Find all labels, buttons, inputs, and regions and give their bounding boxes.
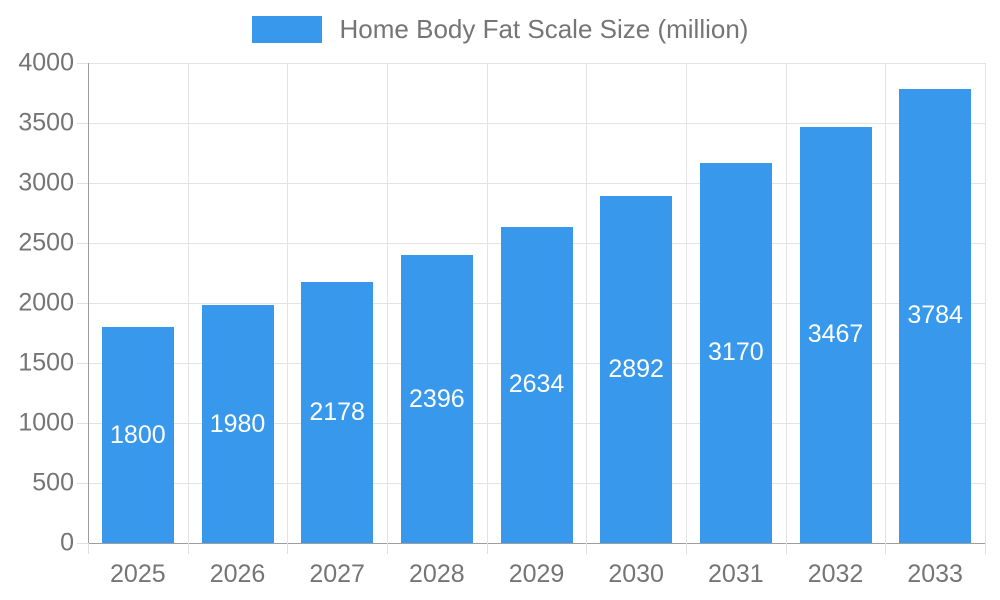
x-gridline	[586, 63, 588, 543]
x-gridline	[686, 63, 687, 543]
bar-2031[interactable]: 3170	[699, 162, 772, 543]
y-tick	[77, 63, 88, 64]
bar-2030[interactable]: 2892	[600, 195, 673, 543]
x-gridline	[885, 63, 887, 543]
y-tick	[77, 243, 88, 244]
y-axis-label: 1500	[18, 348, 74, 377]
bar-value-label: 3467	[807, 320, 864, 349]
x-gridline	[486, 63, 488, 543]
bar-value-label: 3784	[907, 301, 963, 330]
bar-2029[interactable]: 2634	[500, 226, 573, 543]
bar-value-label: 2634	[508, 370, 565, 399]
x-gridline	[387, 63, 388, 543]
x-tick	[88, 543, 89, 554]
y-axis-label: 2500	[18, 228, 74, 257]
x-tick	[486, 543, 488, 554]
y-axis-label: 4000	[18, 48, 74, 77]
y-tick	[77, 363, 88, 364]
bar-value-label: 1980	[209, 409, 266, 438]
y-tick	[77, 123, 88, 124]
y-axis-label: 500	[32, 468, 74, 497]
y-axis-label: 3000	[18, 168, 74, 197]
y-gridline	[88, 123, 985, 124]
legend-swatch	[251, 16, 322, 43]
x-tick	[187, 543, 189, 554]
x-tick	[287, 543, 289, 554]
y-tick	[77, 303, 88, 304]
x-axis-label: 2028	[409, 560, 465, 588]
chart-legend[interactable]: Home Body Fat Scale Size (million)	[0, 14, 1000, 45]
x-tick	[586, 543, 588, 554]
y-tick	[77, 543, 88, 544]
x-gridline	[985, 63, 986, 543]
bar-2027[interactable]: 2178	[301, 281, 374, 543]
y-gridline	[88, 63, 985, 64]
bar-value-label: 1800	[110, 420, 166, 449]
bar-2025[interactable]: 1800	[101, 327, 174, 543]
bar-2028[interactable]: 2396	[400, 255, 473, 543]
legend-label: Home Body Fat Scale Size (million)	[339, 14, 749, 44]
y-gridline	[88, 183, 985, 184]
bar-2026[interactable]: 1980	[201, 305, 274, 543]
x-axis-label: 2025	[110, 560, 166, 588]
y-axis-label: 2000	[18, 288, 74, 317]
x-tick	[785, 543, 787, 554]
x-tick	[885, 543, 887, 554]
x-gridline	[187, 63, 189, 543]
x-axis-label: 2030	[608, 560, 664, 588]
bar-value-label: 2892	[608, 354, 664, 383]
y-axis-label: 0	[60, 528, 74, 557]
x-axis-label: 2026	[209, 560, 266, 588]
y-tick	[77, 183, 88, 184]
y-axis-line	[88, 63, 89, 543]
x-axis-label: 2032	[807, 560, 864, 588]
y-tick	[77, 423, 88, 424]
x-axis-line	[88, 543, 985, 544]
y-axis-label: 3500	[18, 108, 74, 137]
bar-value-label: 3170	[708, 338, 764, 367]
x-tick	[686, 543, 687, 554]
x-axis-label: 2027	[309, 560, 365, 588]
bar-value-label: 2396	[409, 384, 465, 413]
x-tick	[985, 543, 986, 554]
bar-2033[interactable]: 3784	[899, 88, 972, 543]
x-axis-label: 2029	[508, 560, 565, 588]
x-tick	[387, 543, 388, 554]
plot-area: 1800 1980 2178 2396 2634 2892 3170 3467 3784	[88, 63, 986, 543]
x-axis-label: 2031	[708, 560, 764, 588]
bar-2032[interactable]: 3467	[799, 126, 872, 543]
x-axis-label: 2033	[907, 560, 963, 588]
y-axis-label: 1000	[18, 408, 74, 437]
x-gridline	[785, 63, 787, 543]
x-gridline	[287, 63, 289, 543]
bar-value-label: 2178	[309, 397, 365, 426]
y-tick	[77, 483, 88, 484]
